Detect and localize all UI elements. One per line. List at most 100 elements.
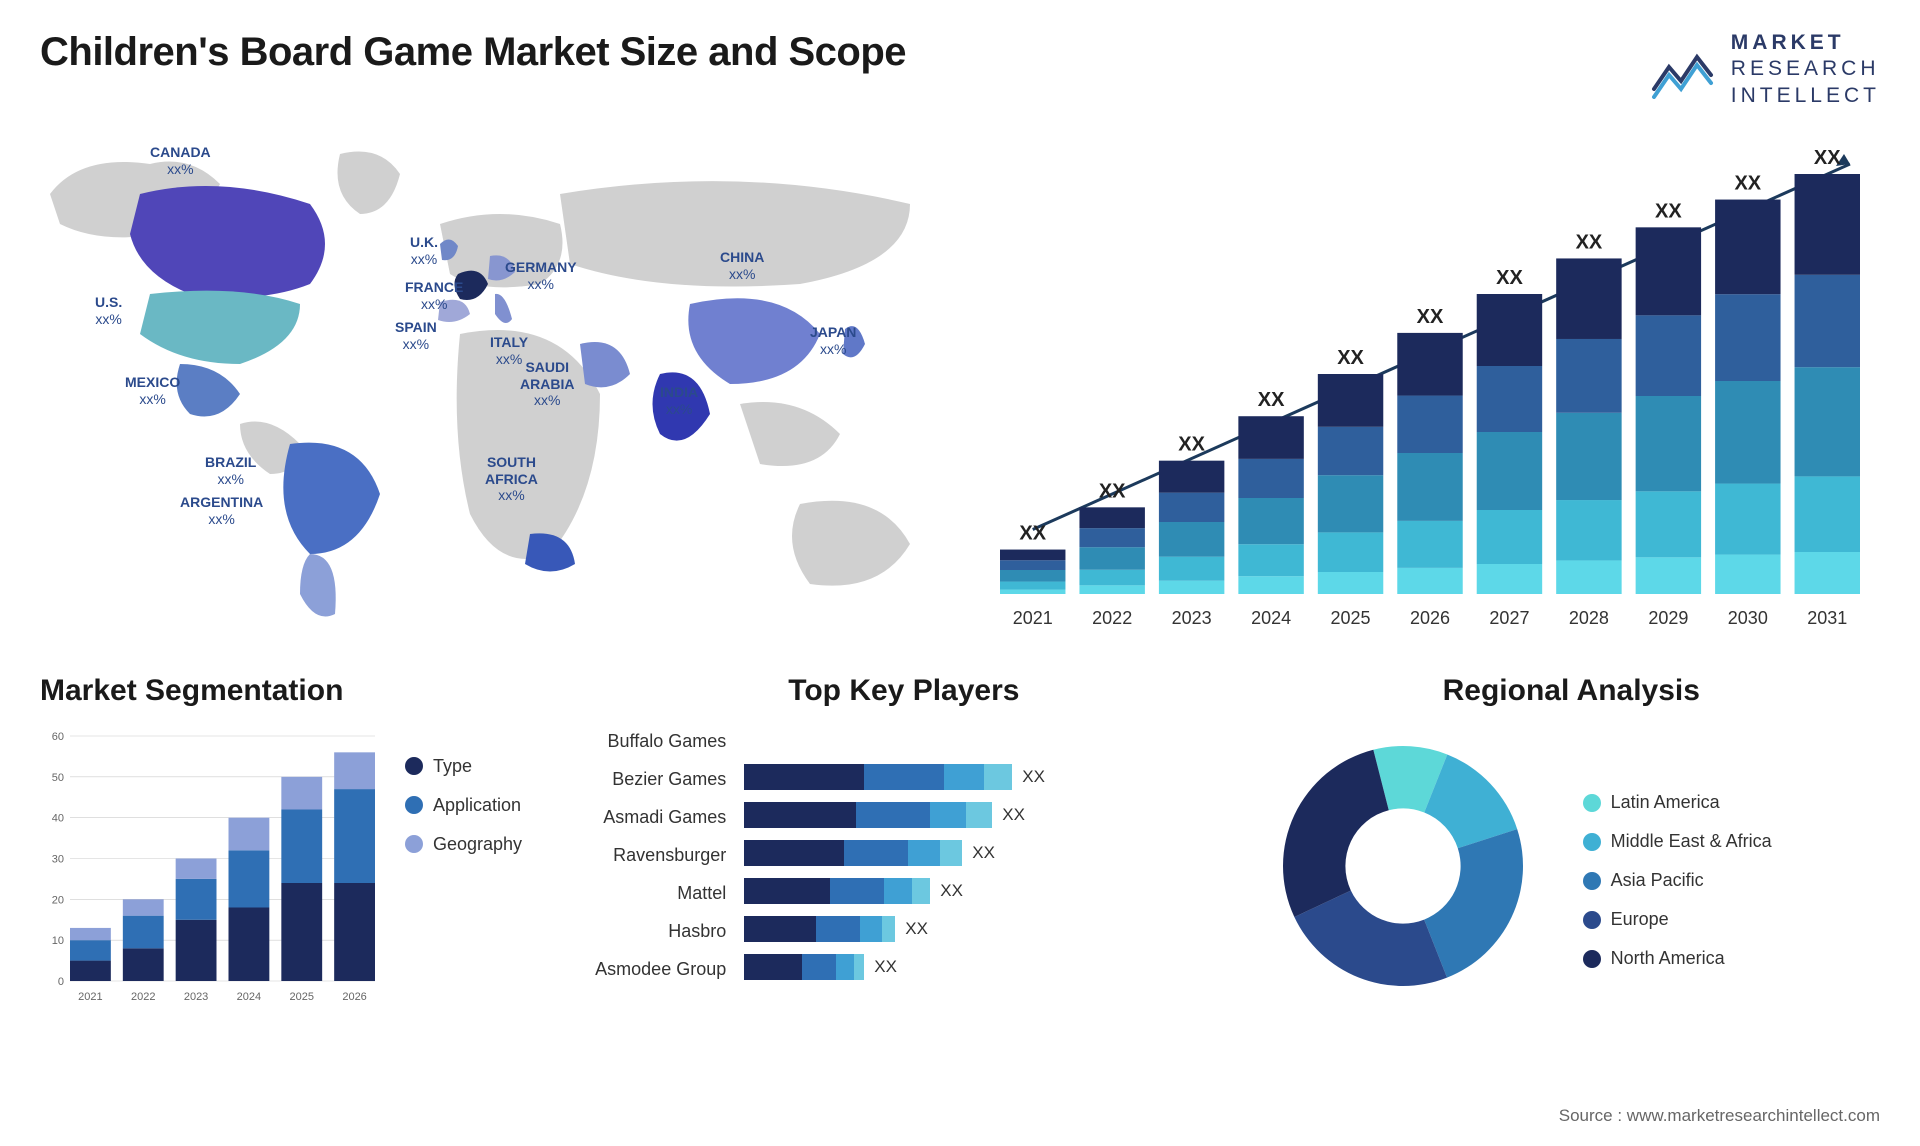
top-row: CANADAxx%U.S.xx%MEXICOxx%BRAZILxx%ARGENT… — [40, 134, 1880, 634]
legend-dot — [405, 757, 423, 775]
player-bar-segment — [864, 764, 944, 790]
svg-text:40: 40 — [52, 812, 64, 824]
logo-text: MARKET RESEARCH INTELLECT — [1731, 30, 1880, 109]
legend-dot — [405, 796, 423, 814]
player-bar-segment — [830, 878, 884, 904]
player-name: Asmodee Group — [595, 956, 726, 982]
player-name: Asmadi Games — [595, 804, 726, 830]
svg-text:2023: 2023 — [1172, 608, 1212, 628]
legend-label: Europe — [1611, 909, 1669, 930]
legend-item: North America — [1583, 948, 1772, 969]
player-name: Hasbro — [595, 918, 726, 944]
player-bar-row: XX — [744, 840, 1212, 866]
segmentation-legend: Type Application Geography — [405, 756, 522, 855]
player-value: XX — [1022, 767, 1045, 787]
legend-dot — [1583, 794, 1601, 812]
brand-logo: MARKET RESEARCH INTELLECT — [1649, 30, 1880, 109]
segmentation-chart: 0102030405060202120222023202420252026 — [40, 726, 380, 1006]
player-bar-segment — [856, 802, 930, 828]
player-bar-segment — [966, 802, 992, 828]
player-bar-segment — [984, 764, 1012, 790]
legend-dot — [1583, 950, 1601, 968]
svg-text:XX: XX — [1814, 147, 1841, 169]
regional-section: Regional Analysis Latin AmericaMiddle Ea… — [1263, 674, 1880, 1006]
legend-dot — [1583, 872, 1601, 890]
svg-text:XX: XX — [1734, 172, 1761, 194]
svg-text:2025: 2025 — [290, 991, 314, 1003]
svg-text:XX: XX — [1099, 480, 1126, 502]
page-title: Children's Board Game Market Size and Sc… — [40, 30, 906, 75]
legend-item: Type — [405, 756, 522, 777]
player-bar-segment — [744, 840, 844, 866]
segmentation-section: Market Segmentation 01020304050602021202… — [40, 674, 545, 1006]
player-bar-row: XX — [744, 764, 1212, 790]
svg-text:XX: XX — [1178, 433, 1205, 455]
regional-legend: Latin America Middle East & Africa Asia Pa… — [1583, 792, 1772, 969]
map-label: JAPANxx% — [810, 324, 856, 358]
legend-item: Latin America — [1583, 792, 1772, 813]
svg-text:XX: XX — [1496, 267, 1523, 289]
legend-label: North America — [1611, 948, 1725, 969]
legend-item: Application — [405, 795, 522, 816]
forecast-chart-svg: XX2021XX2022XX2023XX2024XX2025XX2026XX20… — [980, 134, 1880, 634]
svg-text:2022: 2022 — [131, 991, 155, 1003]
segmentation-title: Market Segmentation — [40, 674, 545, 708]
player-bar-segment — [930, 802, 966, 828]
svg-text:2024: 2024 — [1251, 608, 1291, 628]
svg-text:XX: XX — [1576, 231, 1603, 253]
player-bar-segment — [912, 878, 930, 904]
map-label: SOUTHAFRICAxx% — [485, 454, 538, 504]
map-label: BRAZILxx% — [205, 454, 256, 488]
legend-dot — [1583, 911, 1601, 929]
svg-text:2023: 2023 — [184, 991, 208, 1003]
player-bar-segment — [744, 954, 802, 980]
legend-item: Middle East & Africa — [1583, 831, 1772, 852]
svg-text:2021: 2021 — [78, 991, 102, 1003]
player-bar-segment — [816, 916, 860, 942]
svg-text:50: 50 — [52, 772, 64, 784]
player-bar — [744, 764, 1012, 790]
player-bar — [744, 916, 895, 942]
player-bar — [744, 802, 992, 828]
player-bar-segment — [744, 802, 856, 828]
svg-text:2027: 2027 — [1489, 608, 1529, 628]
svg-text:XX: XX — [1258, 389, 1285, 411]
player-bar-segment — [860, 916, 882, 942]
player-value: XX — [972, 843, 995, 863]
player-bar-segment — [744, 916, 816, 942]
player-value: XX — [940, 881, 963, 901]
world-map: CANADAxx%U.S.xx%MEXICOxx%BRAZILxx%ARGENT… — [40, 134, 940, 634]
player-bar-segment — [944, 764, 984, 790]
svg-text:2031: 2031 — [1807, 608, 1847, 628]
svg-text:2030: 2030 — [1728, 608, 1768, 628]
player-bar-row: XX — [744, 878, 1212, 904]
svg-text:XX: XX — [1019, 522, 1046, 544]
player-bar-segment — [908, 840, 940, 866]
player-bar-segment — [744, 764, 864, 790]
legend-label: Asia Pacific — [1611, 870, 1704, 891]
player-name: Ravensburger — [595, 842, 726, 868]
legend-label: Geography — [433, 834, 522, 855]
map-label: MEXICOxx% — [125, 374, 180, 408]
legend-item: Asia Pacific — [1583, 870, 1772, 891]
map-label: CHINAxx% — [720, 249, 764, 283]
key-players-title: Top Key Players — [595, 674, 1212, 708]
player-bar-row: XX — [744, 916, 1212, 942]
key-players-section: Top Key Players Buffalo GamesBezier Game… — [595, 674, 1212, 1006]
legend-label: Type — [433, 756, 472, 777]
player-bar-row — [744, 726, 1212, 752]
key-players-names: Buffalo GamesBezier GamesAsmadi GamesRav… — [595, 726, 726, 982]
svg-text:20: 20 — [52, 894, 64, 906]
map-label: ARGENTINAxx% — [180, 494, 263, 528]
legend-dot — [405, 835, 423, 853]
svg-text:30: 30 — [52, 853, 64, 865]
player-name: Mattel — [595, 880, 726, 906]
player-bar-segment — [802, 954, 836, 980]
svg-text:2026: 2026 — [342, 991, 366, 1003]
map-label: SPAINxx% — [395, 319, 437, 353]
svg-text:2022: 2022 — [1092, 608, 1132, 628]
svg-text:2029: 2029 — [1648, 608, 1688, 628]
player-name: Buffalo Games — [595, 728, 726, 754]
player-bar-segment — [882, 916, 895, 942]
map-label: U.S.xx% — [95, 294, 122, 328]
